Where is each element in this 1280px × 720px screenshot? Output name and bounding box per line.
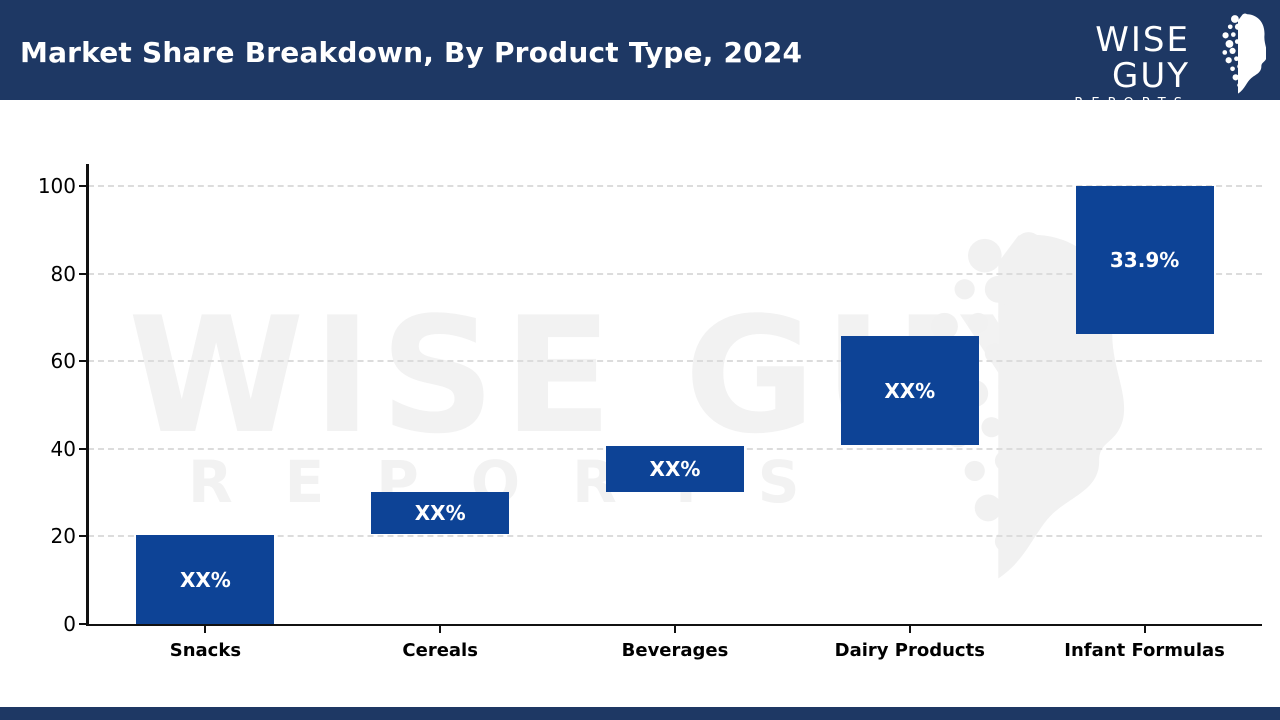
x-tick-mark — [204, 626, 207, 633]
bar-value-label: XX% — [884, 378, 936, 403]
bar-value-label: 33.9% — [1109, 248, 1180, 273]
bar: XX% — [840, 336, 979, 446]
x-tick-mark — [674, 626, 676, 633]
x-category-label: Beverages — [621, 640, 729, 661]
y-tick-mark — [79, 360, 87, 363]
grid-line — [88, 185, 1262, 187]
x-category-label: Cereals — [402, 640, 478, 661]
grid-line — [88, 360, 1262, 363]
y-tick-label: 100 — [37, 174, 76, 198]
page-title: Market Share Breakdown, By Product Type,… — [20, 36, 803, 69]
bar: XX% — [136, 535, 275, 624]
y-tick-label: 60 — [50, 349, 76, 374]
y-tick-label: 0 — [63, 612, 76, 636]
logo-subtitle: REPORTS — [1074, 96, 1190, 111]
y-tick-mark — [79, 272, 87, 275]
plot-area: 0 20 40 60 80 100 XX% Snacks XX% Cereals XX% Bevera… — [0, 100, 1280, 706]
y-tick-label: 80 — [50, 261, 76, 286]
bar-value-label: XX% — [414, 500, 466, 525]
footer-bar — [0, 707, 1280, 720]
header-bar: Market Share Breakdown, By Product Type,… — [0, 0, 1280, 111]
bar: 33.9% — [1075, 186, 1214, 335]
grid-line — [88, 535, 1262, 538]
bar-value-label: XX% — [649, 456, 701, 481]
x-category-label: Infant Formulas — [1064, 640, 1225, 661]
dotted-head-icon — [1222, 13, 1266, 94]
y-tick-label: 20 — [50, 524, 76, 549]
watermark-subtitle: REPORTS — [188, 448, 852, 516]
x-category-label: Dairy Products — [834, 640, 985, 661]
x-tick-mark — [1143, 626, 1146, 633]
y-tick-mark — [79, 535, 87, 538]
y-tick-label: 40 — [50, 436, 76, 461]
bar: XX% — [606, 445, 744, 492]
x-category-label: Snacks — [169, 640, 242, 661]
x-axis-line — [86, 623, 1262, 626]
logo-wordmark: WISE GUY — [1095, 20, 1190, 96]
logo: WISE GUY REPORTS — [1016, 6, 1266, 111]
bar-value-label: XX% — [179, 567, 231, 592]
grid-line — [88, 272, 1262, 275]
y-axis-line — [86, 164, 89, 626]
x-tick-mark — [908, 626, 911, 633]
bar: XX% — [371, 492, 510, 534]
logo-text: WISE GUY REPORTS — [1016, 22, 1190, 111]
y-tick-mark — [79, 623, 87, 625]
y-tick-mark — [79, 185, 87, 187]
y-tick-mark — [79, 447, 87, 450]
x-tick-mark — [439, 626, 442, 633]
